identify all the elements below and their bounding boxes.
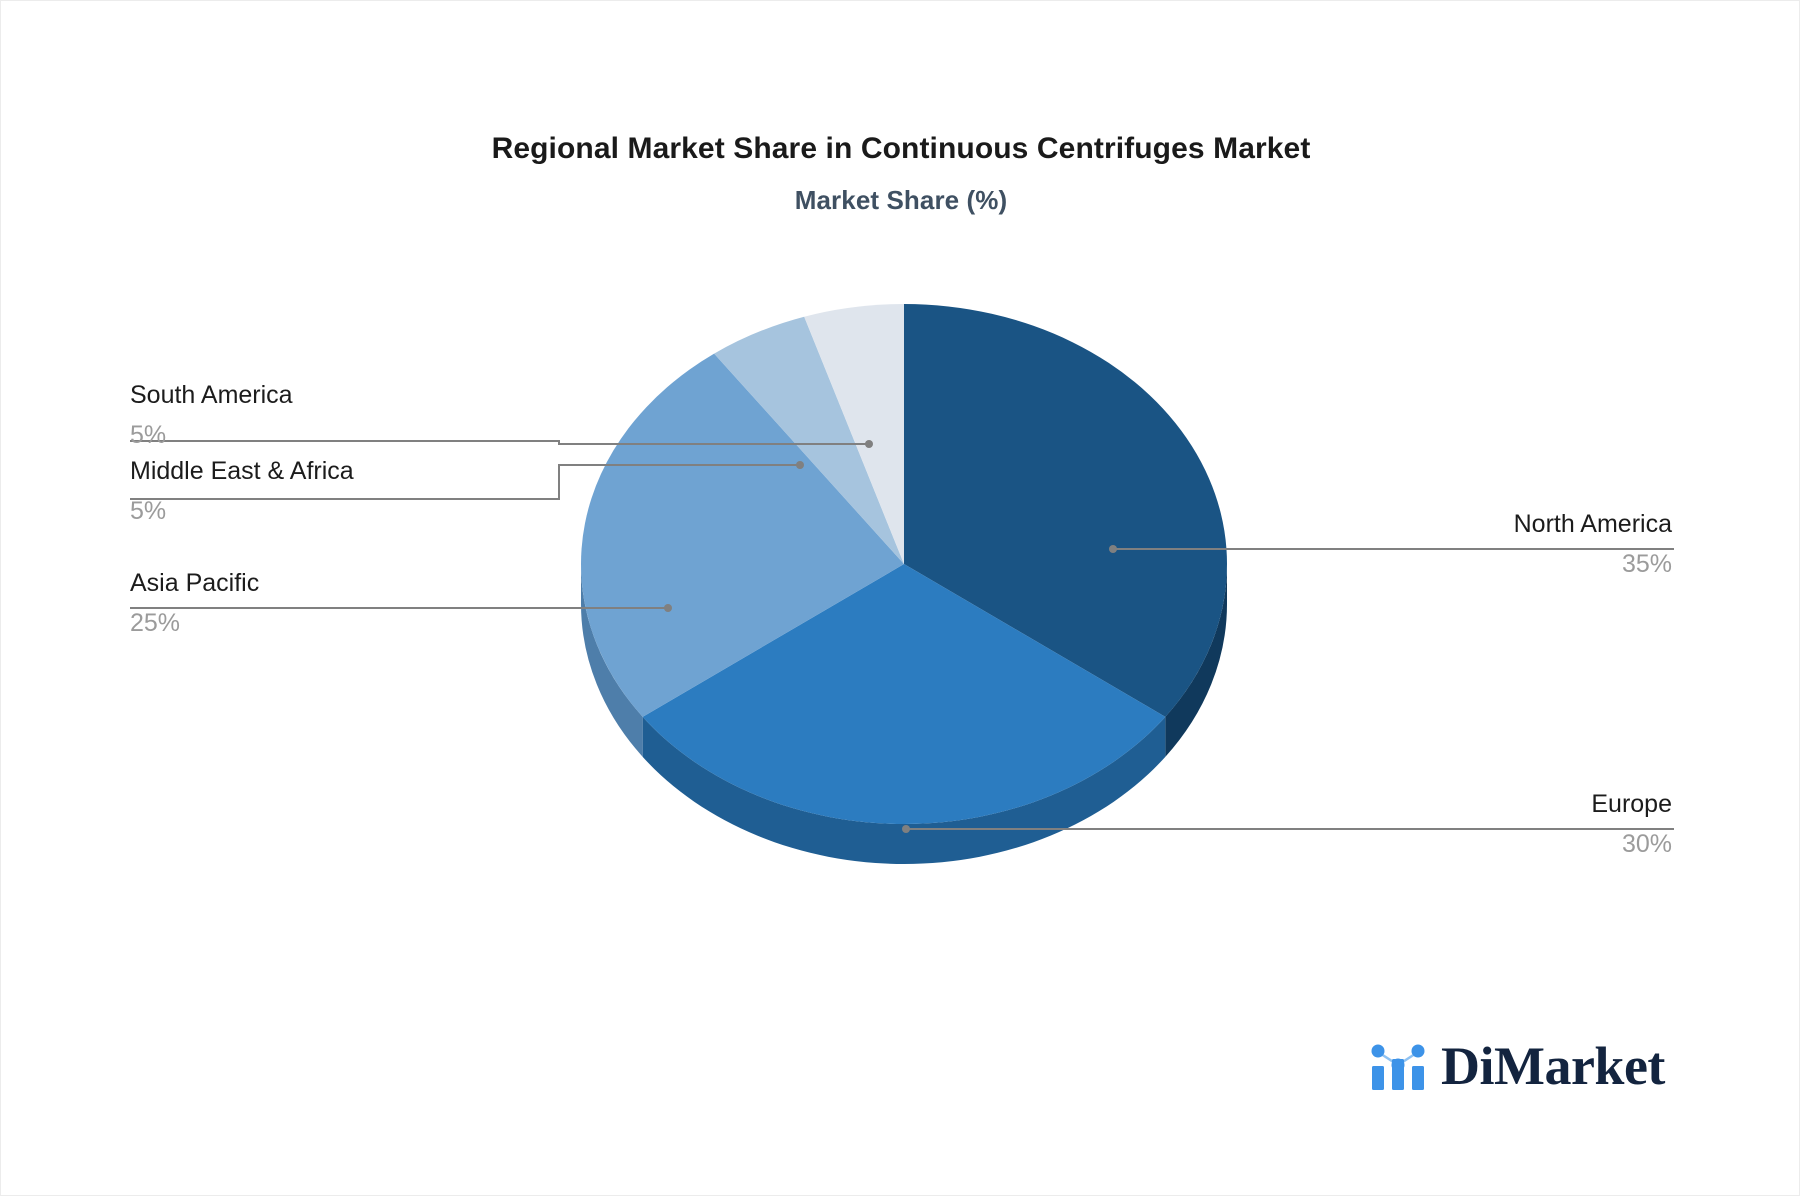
pie-slice-middle-east-africa[interactable]	[714, 316, 904, 564]
callout-south-america[interactable]: South America 5%	[130, 381, 293, 450]
bar-chart-dots-icon	[1371, 1044, 1425, 1090]
brand-logo-text: DiMarket	[1441, 1036, 1665, 1096]
callout-label-middle-east-africa: Middle East & Africa	[130, 457, 354, 485]
callout-label-asia-pacific: Asia Pacific	[130, 569, 260, 597]
leader-sa	[130, 440, 867, 445]
chart-subtitle: Market Share (%)	[794, 185, 1008, 215]
title-block: Regional Market Share in Continuous Cent…	[1, 131, 1799, 216]
pie-slice-europe[interactable]	[642, 564, 1166, 825]
page-title: Regional Market Share in Continuous Cent…	[491, 132, 1311, 165]
callout-label-north-america: North America	[1513, 510, 1672, 538]
pie-slice-north-america[interactable]	[904, 304, 1227, 717]
callout-value-asia-pacific: 25%	[130, 608, 181, 637]
pie-top-face	[581, 304, 1227, 825]
pie-side-asia-pacific	[581, 564, 643, 757]
callout-value-south-america: 5%	[130, 420, 167, 449]
callout-middle-east-africa[interactable]: Middle East & Africa 5%	[130, 457, 354, 526]
callout-north-america[interactable]: North America 35%	[1514, 510, 1672, 579]
callout-label-europe: Europe	[1591, 790, 1672, 818]
leader-dot-europe	[902, 825, 910, 833]
callout-europe[interactable]: Europe 30%	[1591, 790, 1672, 859]
leader-dot-asia-pacific	[664, 604, 672, 612]
callout-value-north-america: 35%	[1621, 549, 1672, 578]
leader-mea	[130, 464, 799, 500]
pie-side-north-america	[1165, 564, 1227, 757]
callout-label-south-america: South America	[130, 381, 293, 409]
pie-side-europe	[642, 716, 1166, 865]
leader-dot-middle-east-africa	[796, 461, 804, 469]
callout-asia-pacific[interactable]: Asia Pacific 25%	[130, 569, 259, 638]
brand-logo: DiMarket	[1369, 1039, 1665, 1093]
leader-dot-south-america	[865, 440, 873, 448]
pie-slice-south-america[interactable]	[804, 304, 904, 564]
leader-lines	[130, 440, 1674, 833]
leader-dot-north-america	[1109, 545, 1117, 553]
callout-value-middle-east-africa: 5%	[130, 496, 167, 525]
callout-value-europe: 30%	[1621, 829, 1672, 858]
pie-3d-side-walls	[581, 564, 1227, 865]
